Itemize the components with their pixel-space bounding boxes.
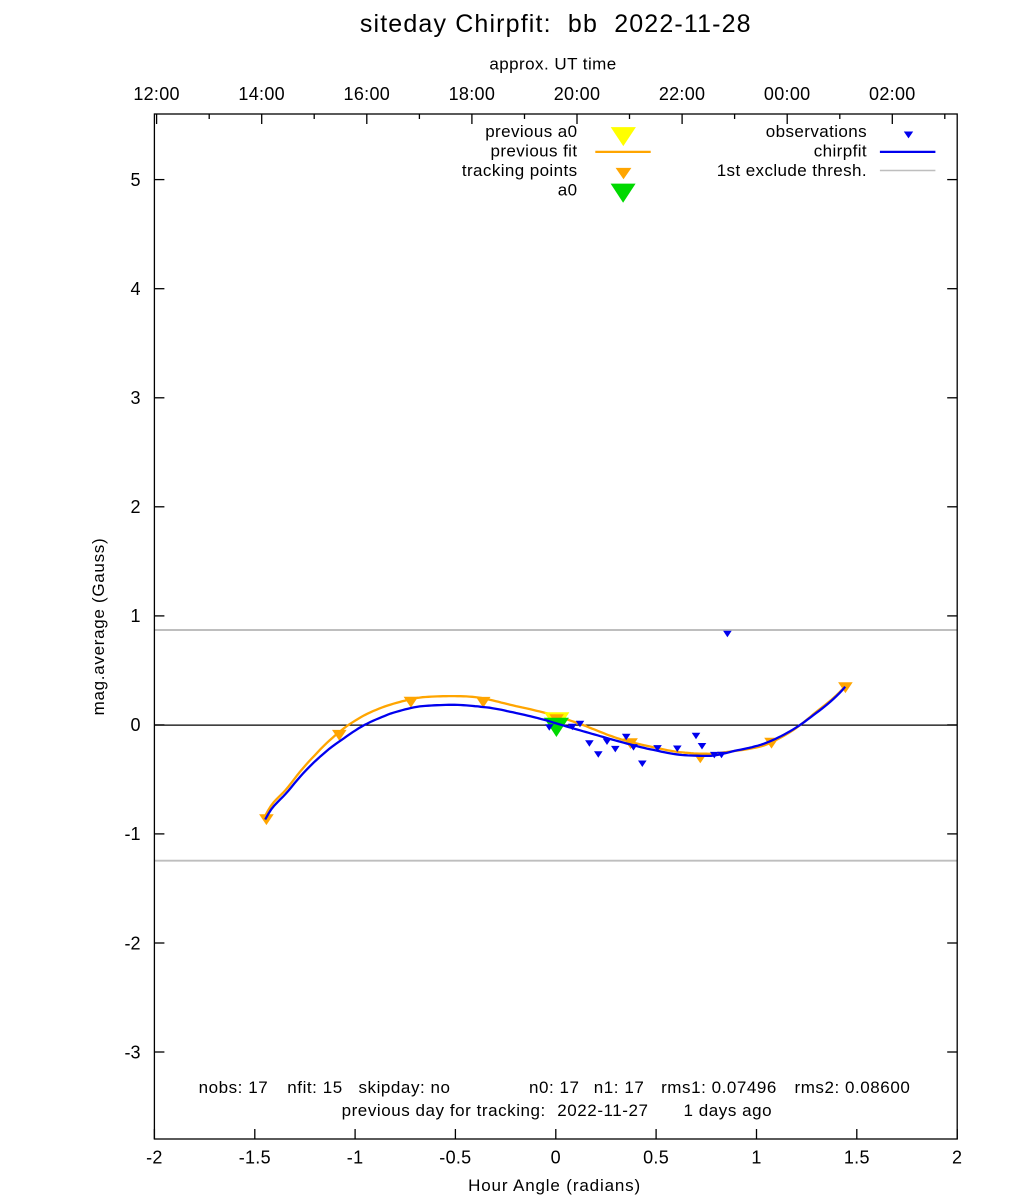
svg-text:0: 0 xyxy=(551,1148,561,1168)
svg-text:siteday Chirpfit: bb 2022-11: siteday Chirpfit: bb 2022-11-28 xyxy=(360,10,752,38)
svg-text:0.5: 0.5 xyxy=(643,1148,669,1168)
svg-text:n1: 17: n1: 17 xyxy=(594,1078,645,1097)
svg-text:1: 1 xyxy=(130,606,140,626)
svg-text:2: 2 xyxy=(952,1148,962,1168)
svg-text:previous fit: previous fit xyxy=(490,141,577,160)
svg-text:3: 3 xyxy=(130,388,140,408)
svg-text:rms1: 0.07496: rms1: 0.07496 xyxy=(661,1078,777,1097)
svg-text:-2: -2 xyxy=(124,933,140,953)
svg-text:a0: a0 xyxy=(558,180,578,199)
svg-text:-0.5: -0.5 xyxy=(439,1148,471,1168)
svg-text:approx. UT time: approx. UT time xyxy=(489,54,616,73)
svg-text:-1: -1 xyxy=(124,824,140,844)
svg-text:mag.average (Gauss): mag.average (Gauss) xyxy=(89,538,108,716)
svg-text:observations: observations xyxy=(766,122,867,141)
svg-text:-1.5: -1.5 xyxy=(239,1148,271,1168)
svg-text:4: 4 xyxy=(130,279,140,299)
svg-text:1 days ago: 1 days ago xyxy=(684,1101,773,1120)
svg-text:nobs: 17: nobs: 17 xyxy=(199,1078,269,1097)
svg-text:previous day for tracking:: previous day for tracking: xyxy=(342,1101,546,1120)
svg-text:nfit: 15: nfit: 15 xyxy=(287,1078,342,1097)
svg-text:14:00: 14:00 xyxy=(238,84,285,104)
svg-text:tracking points: tracking points xyxy=(462,161,578,180)
svg-text:-3: -3 xyxy=(124,1042,140,1062)
svg-text:chirpfit: chirpfit xyxy=(814,141,867,160)
svg-text:02:00: 02:00 xyxy=(869,84,916,104)
svg-text:00:00: 00:00 xyxy=(764,84,811,104)
svg-text:Hour Angle (radians): Hour Angle (radians) xyxy=(468,1176,641,1195)
svg-text:1.5: 1.5 xyxy=(844,1148,870,1168)
svg-text:-1: -1 xyxy=(347,1148,364,1168)
svg-text:20:00: 20:00 xyxy=(554,84,601,104)
svg-text:5: 5 xyxy=(130,170,140,190)
svg-text:16:00: 16:00 xyxy=(344,84,391,104)
svg-text:2022-11-27: 2022-11-27 xyxy=(557,1101,648,1120)
svg-text:1: 1 xyxy=(751,1148,761,1168)
svg-text:18:00: 18:00 xyxy=(449,84,496,104)
svg-text:n0: 17: n0: 17 xyxy=(529,1078,580,1097)
svg-text:skipday: no: skipday: no xyxy=(359,1078,451,1097)
svg-text:0: 0 xyxy=(130,715,140,735)
svg-text:2: 2 xyxy=(130,497,140,517)
svg-text:rms2: 0.08600: rms2: 0.08600 xyxy=(795,1078,911,1097)
svg-text:-2: -2 xyxy=(146,1148,163,1168)
svg-text:1st exclude thresh.: 1st exclude thresh. xyxy=(717,161,867,180)
svg-text:12:00: 12:00 xyxy=(133,84,180,104)
svg-text:22:00: 22:00 xyxy=(659,84,706,104)
svg-text:previous a0: previous a0 xyxy=(485,122,577,141)
